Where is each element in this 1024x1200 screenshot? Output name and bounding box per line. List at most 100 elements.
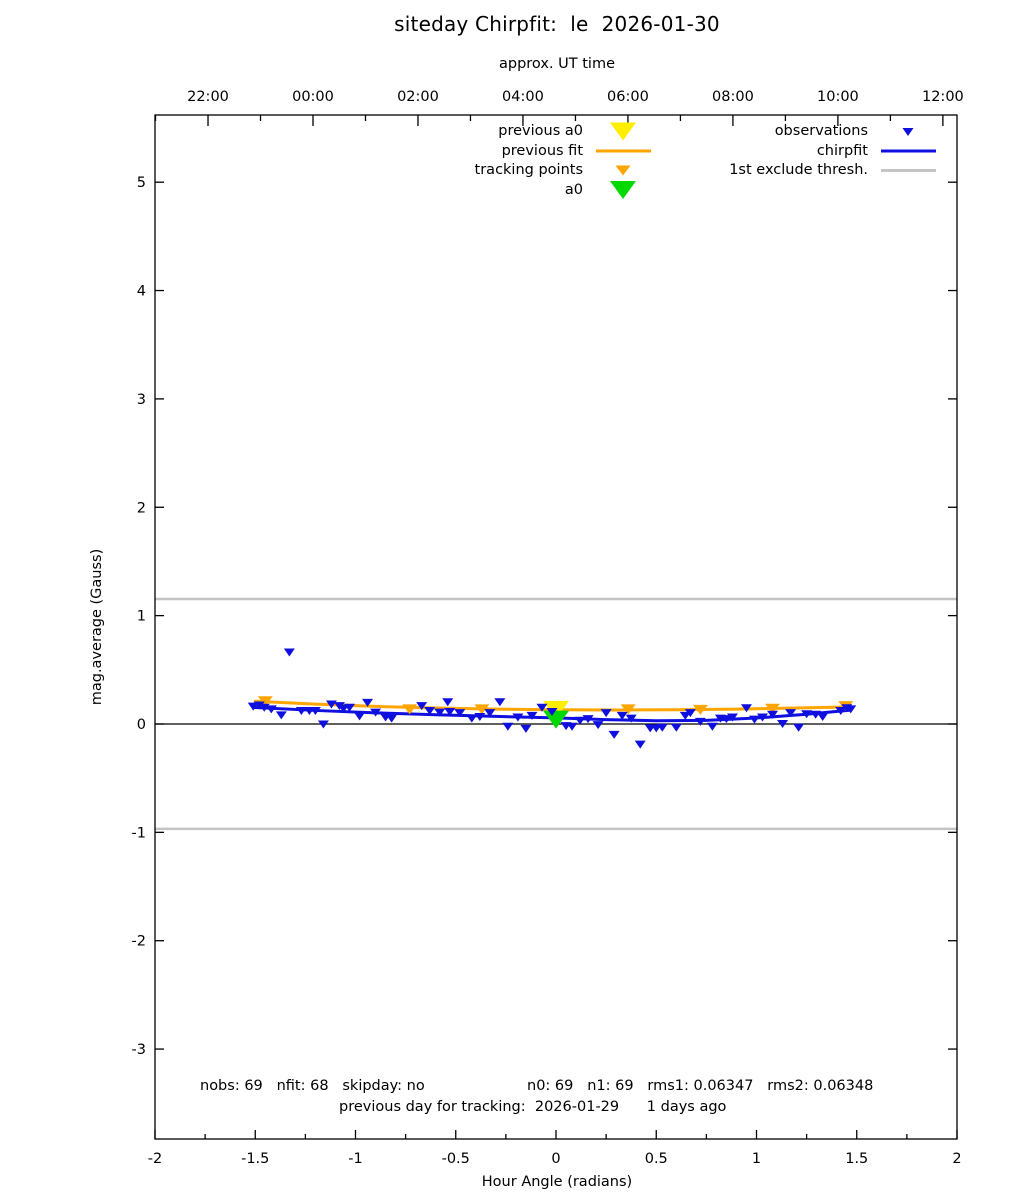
observations-point (582, 715, 594, 724)
stats-line1-right: n0: 69 n1: 69 rms1: 0.06347 rms2: 0.0634… (527, 1078, 874, 1094)
ut-tick-label: 08:00 (712, 89, 754, 105)
observations-point (275, 711, 287, 720)
observations-point (474, 712, 486, 721)
x-tick-label: -0.5 (442, 1151, 470, 1167)
observations-series (247, 648, 857, 749)
observations-point (536, 703, 548, 712)
observations-point (354, 712, 366, 721)
observations-point (454, 709, 466, 718)
stats-line1-left: nobs: 69 nfit: 68 skipday: no (200, 1078, 425, 1094)
ut-tick-label: 12:00 (922, 89, 964, 105)
ut-time-axis-ticks: 22:00 00:00 02:00 04:00 06:00 08:00 10:00 12:00 (154, 89, 964, 126)
observations-point (295, 706, 307, 715)
tracking-points-point (257, 696, 273, 707)
ut-tick-label: 10:00 (817, 89, 859, 105)
observations-point (444, 708, 456, 717)
y-tick-label: -2 (132, 934, 146, 950)
observations-point (608, 730, 620, 739)
x-axis-title: Hour Angle (radians) (481, 1174, 633, 1190)
observations-point (325, 700, 337, 709)
legend-label-chirpfit: chirpfit (816, 142, 868, 159)
legend-label-previous-a0: previous a0 (498, 123, 583, 139)
tracking-points-point (692, 704, 708, 715)
y-tick-label: -3 (132, 1042, 146, 1058)
observations-point (283, 648, 295, 657)
observations-point (494, 698, 506, 707)
observations-point (416, 702, 428, 711)
observations-point (845, 705, 857, 714)
x-tick-label: -2 (148, 1151, 162, 1167)
observations-point (625, 714, 637, 723)
observations-point (767, 710, 779, 719)
observations-point (566, 722, 578, 731)
observations-point (694, 717, 706, 726)
observations-point (810, 710, 822, 719)
observations-point (546, 708, 558, 717)
legend-label-exclude-thresh: 1st exclude thresh. (729, 162, 868, 178)
observations-point (757, 713, 769, 722)
stats-line2: previous day for tracking: 2026-01-29 1 … (339, 1099, 727, 1115)
observations-point (793, 723, 805, 732)
observations-point (801, 710, 813, 719)
ut-tick-label: 04:00 (502, 89, 544, 105)
observations-point (706, 722, 718, 731)
a0-point (543, 710, 569, 729)
ut-tick-label: 02:00 (397, 89, 439, 105)
legend-label-a0: a0 (564, 181, 583, 198)
observations-point (835, 706, 847, 715)
observations-point (370, 708, 382, 717)
tracking-points-point (402, 704, 418, 715)
legend-key-a0 (610, 181, 636, 199)
legend-key-observations (902, 128, 914, 136)
x-tick-label: 1.5 (845, 1151, 868, 1167)
observations-point (656, 723, 668, 732)
a0-series (543, 710, 569, 729)
y-tick-label: 2 (137, 500, 146, 516)
tracking-points-point (474, 704, 490, 715)
y-tick-label: 4 (137, 284, 146, 300)
legend-label-observations: observations (774, 123, 868, 139)
x-tick-label: 0 (551, 1151, 560, 1167)
observations-point (574, 716, 586, 725)
y-tick-label: 1 (137, 609, 146, 625)
observations-point (253, 701, 265, 710)
observations-point (434, 708, 446, 717)
y-tick-label: 0 (137, 717, 146, 733)
tracking-points-point (765, 703, 781, 714)
legend-key-tracking-points (615, 165, 631, 176)
ut-tick-label: 22:00 (187, 89, 229, 105)
page-title: siteday Chirpfit: le 2026-01-30 (394, 12, 720, 36)
exclude-threshold-lines (155, 597, 957, 831)
observations-point (362, 698, 374, 707)
observations-point (265, 705, 277, 714)
y-axis-title: mag.average (Gauss) (89, 548, 105, 706)
observations-point (616, 711, 628, 720)
observations-point (526, 711, 538, 720)
y-tick-label: 3 (137, 392, 146, 408)
tracking-points-series (257, 696, 854, 715)
top-axis-title: approx. UT time (499, 56, 615, 72)
ut-tick-label: 06:00 (607, 89, 649, 105)
observations-point (512, 713, 524, 722)
observations-point (670, 723, 682, 732)
observations-point (484, 709, 496, 718)
x-tick-label: 0.5 (645, 1151, 668, 1167)
observations-point (466, 714, 478, 723)
observations-point (386, 714, 398, 723)
observations-point (520, 724, 532, 733)
observations-point (592, 721, 604, 730)
observations-point (634, 740, 646, 749)
observations-point (442, 698, 454, 707)
observations-point (777, 719, 789, 728)
observations-point (600, 709, 612, 718)
observations-point (740, 704, 752, 713)
observations-point (785, 709, 797, 718)
plot-frame (154, 114, 958, 1140)
legend-label-tracking-points: tracking points (474, 162, 583, 178)
legend-label-previous-fit: previous fit (501, 142, 583, 159)
y-tick-label: 5 (137, 175, 146, 191)
y-tick-label: -1 (132, 825, 146, 841)
x-tick-label: -1.5 (241, 1151, 269, 1167)
